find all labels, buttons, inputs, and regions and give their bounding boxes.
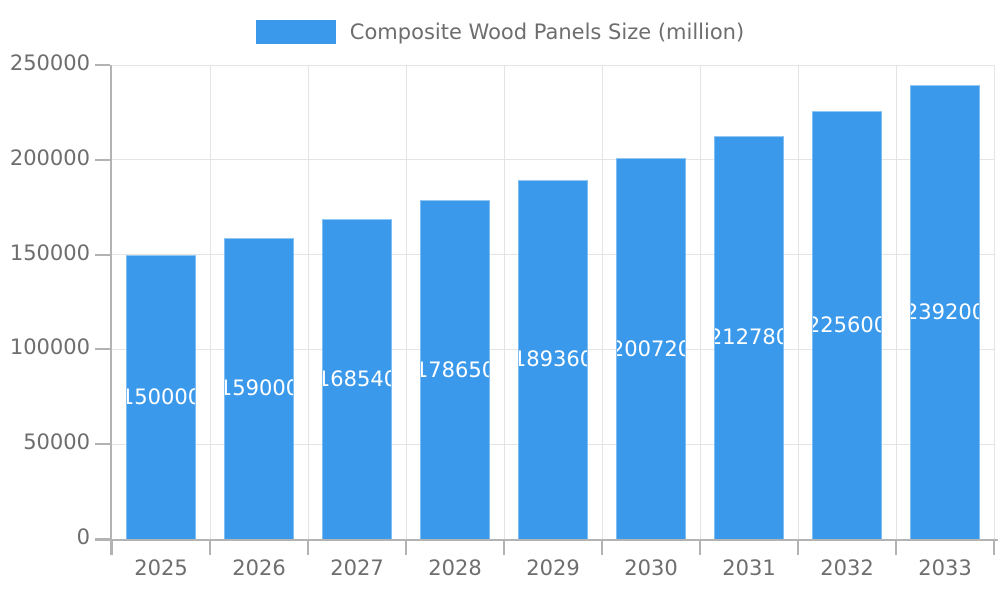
bar-value-label: 189360 [519,347,587,372]
legend: Composite Wood Panels Size (million) [0,19,1000,45]
x-axis-line [95,539,998,541]
bar-2029[interactable]: 189360 [518,179,588,539]
y-tick-label: 150000 [9,240,90,265]
y-tick-label: 0 [76,525,90,549]
bar-2027[interactable]: 168540 [322,219,392,539]
bar-2026[interactable]: 159000 [224,237,294,539]
x-tick-label: 2025 [134,556,188,580]
x-tick-label: 2032 [820,556,874,580]
x-tick [307,541,309,555]
x-tick [895,541,897,555]
x-gridline [699,65,701,539]
legend-swatch[interactable] [255,20,336,44]
x-tick [503,541,505,555]
x-tick [601,541,603,555]
x-tick-label: 2026 [232,556,286,580]
y-tick [95,253,110,256]
bar-2030[interactable]: 200720 [616,158,686,539]
x-gridline [601,65,603,539]
x-tick-label: 2030 [624,556,678,580]
x-tick-label: 2031 [722,556,776,580]
bar-2028[interactable]: 178650 [420,200,490,539]
x-gridline [307,65,309,539]
y-tick [95,443,110,446]
x-gridline [895,65,897,539]
x-tick [797,541,799,555]
y-gridline [112,159,994,161]
y-tick [95,348,110,351]
bar-2031[interactable]: 212780 [714,135,784,539]
x-gridline [993,65,995,539]
y-gridline [112,64,994,66]
x-tick [111,541,113,555]
bar-value-label: 212780 [715,325,783,350]
bar-value-label: 150000 [127,384,195,409]
y-tick [95,158,110,161]
x-gridline [405,65,407,539]
bar-value-label: 168540 [323,367,391,392]
y-tick-label: 200000 [9,145,90,170]
bar-2025[interactable]: 150000 [126,254,196,539]
bar-value-label: 178650 [421,357,489,382]
bar-value-label: 225600 [813,313,881,338]
x-tick-label: 2033 [918,556,972,580]
y-axis-line [110,65,112,555]
x-tick-label: 2027 [330,556,384,580]
plot-area: 150000 159000 168540 178650 189360 200720 2127… [95,64,998,555]
y-tick-label: 50000 [23,430,90,455]
y-tick [95,64,110,66]
x-gridline [209,65,211,539]
bar-value-label: 159000 [225,376,293,401]
x-gridline [797,65,799,539]
x-tick [405,541,407,555]
y-tick-label: 250000 [9,51,90,75]
x-tick-label: 2029 [526,556,580,580]
x-gridline [503,65,505,539]
x-tick-label: 2028 [428,556,482,580]
x-tick [993,541,995,555]
y-tick-label: 100000 [9,335,90,360]
bar-value-label: 200720 [617,336,685,361]
x-tick [209,541,211,555]
bar-2032[interactable]: 225600 [812,111,882,539]
bar-2033[interactable]: 239200 [910,85,980,539]
bar-value-label: 239200 [911,300,979,325]
legend-label: Composite Wood Panels Size (million) [349,20,745,44]
x-tick [699,541,701,555]
